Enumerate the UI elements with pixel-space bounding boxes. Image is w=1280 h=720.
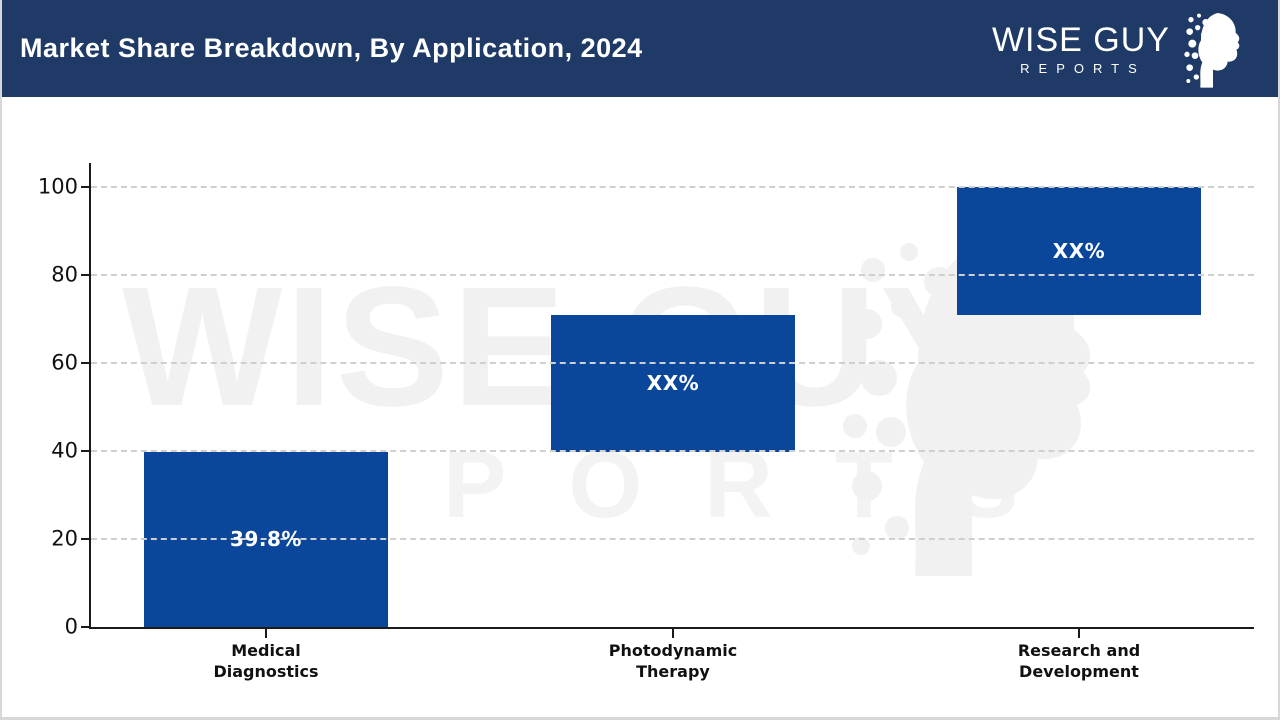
y-tick-mark-40 (81, 450, 89, 452)
gridline-y-80 (91, 274, 1254, 276)
y-axis-line (89, 163, 91, 629)
bar-value-label: XX% (1052, 239, 1106, 264)
y-tick-mark-100 (81, 186, 89, 188)
bar-value-label: XX% (646, 371, 700, 396)
y-tick-label-60: 60 (51, 350, 78, 375)
x-tick-mark-1 (672, 629, 674, 638)
x-category-label: Medical Diagnostics (213, 641, 319, 681)
bar-segment (551, 315, 795, 452)
y-tick-mark-60 (81, 362, 89, 364)
y-tick-mark-20 (81, 538, 89, 540)
y-tick-label-100: 100 (37, 174, 78, 199)
page-title: Market Share Breakdown, By Application, … (20, 33, 643, 63)
y-tick-mark-0 (81, 626, 89, 628)
x-tick-mark-0 (265, 629, 267, 638)
y-tick-label-20: 20 (51, 526, 78, 551)
x-axis-line (89, 627, 1254, 629)
watermark-face-icon (843, 240, 1091, 576)
y-tick-label-80: 80 (51, 262, 78, 287)
brand-subname: REPORTS (1020, 60, 1146, 76)
bar-value-label: 39.8% (230, 527, 302, 552)
brand-logo: WISE GUY REPORTS (992, 9, 1250, 89)
y-tick-label-40: 40 (51, 438, 78, 463)
x-category-label: Research and Development (1017, 641, 1141, 681)
brand-name: WISE GUY (991, 20, 1170, 59)
gridline-y-60 (91, 362, 1254, 364)
gridline-y-40 (91, 450, 1254, 452)
gridline-y-100 (91, 186, 1254, 188)
y-tick-mark-80 (81, 274, 89, 276)
gridline-y-20 (91, 538, 1254, 540)
brand-logo-text: WISE GUY REPORTS (992, 23, 1170, 75)
bar-segment (957, 187, 1201, 316)
x-category-label: Photodynamic Therapy (608, 641, 738, 681)
brand-face-icon (1184, 12, 1240, 88)
header-bar: Market Share Breakdown, By Application, … (2, 0, 1278, 97)
y-tick-label-0: 0 (64, 614, 78, 639)
x-tick-mark-2 (1078, 629, 1080, 638)
